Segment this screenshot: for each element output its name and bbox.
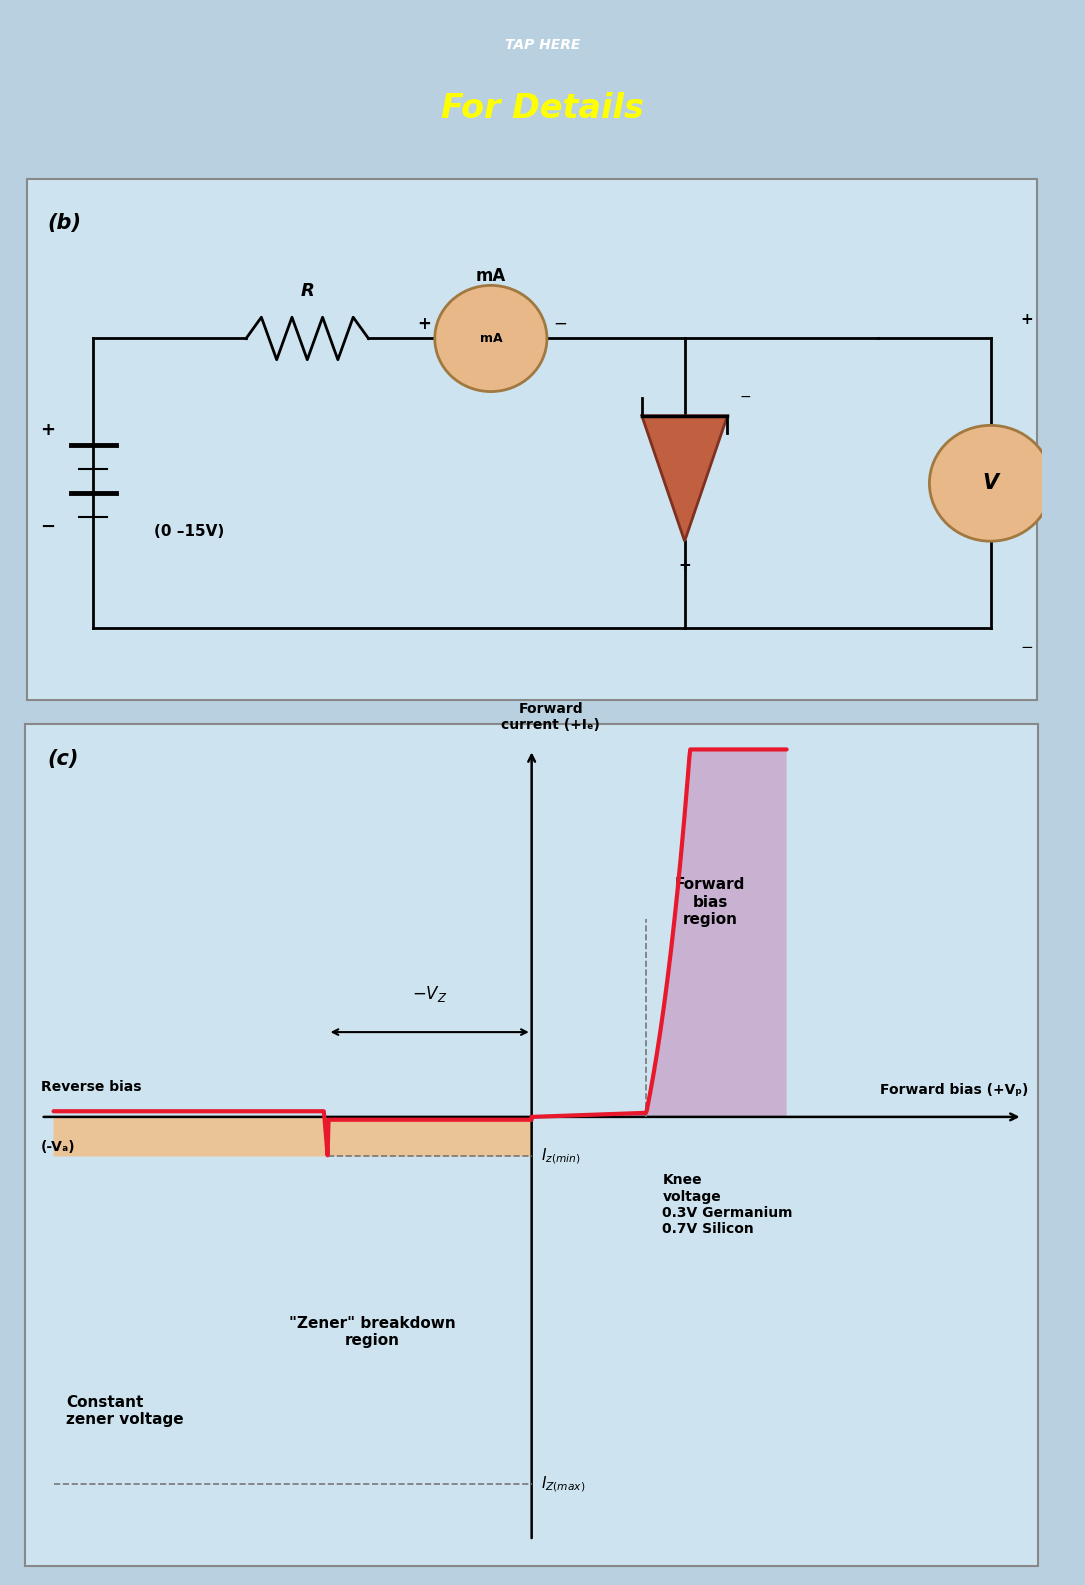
Text: +: +	[40, 422, 54, 439]
Text: Forward
current (+Iₑ): Forward current (+Iₑ)	[501, 702, 600, 732]
Text: TAP HERE: TAP HERE	[505, 38, 580, 52]
Text: V: V	[983, 474, 998, 493]
Text: Knee
voltage
0.3V Germanium
0.7V Silicon: Knee voltage 0.3V Germanium 0.7V Silicon	[662, 1173, 793, 1236]
Text: +: +	[1020, 312, 1033, 327]
Text: −: −	[1020, 640, 1033, 655]
Text: +: +	[678, 558, 691, 572]
FancyBboxPatch shape	[27, 179, 1036, 701]
Text: R: R	[301, 282, 315, 300]
Polygon shape	[532, 750, 787, 1117]
Text: For Details: For Details	[442, 92, 643, 125]
Text: "Zener" breakdown
region: "Zener" breakdown region	[289, 1316, 456, 1347]
Text: (0 –15V): (0 –15V)	[154, 525, 225, 539]
Text: Forward bias (+Vₚ): Forward bias (+Vₚ)	[880, 1083, 1029, 1097]
Text: −: −	[740, 390, 752, 404]
Text: −: −	[553, 315, 567, 333]
Text: (-Vₐ): (-Vₐ)	[41, 1140, 76, 1154]
Text: −: −	[40, 518, 54, 536]
Polygon shape	[53, 1117, 532, 1157]
Polygon shape	[642, 415, 727, 540]
Text: $I_{z(min)}$: $I_{z(min)}$	[541, 1146, 580, 1167]
Text: $-V_Z$: $-V_Z$	[412, 984, 447, 1003]
FancyBboxPatch shape	[25, 724, 1038, 1566]
Text: Reverse bias: Reverse bias	[41, 1081, 141, 1094]
Text: (c): (c)	[48, 750, 78, 769]
Text: Constant
zener voltage: Constant zener voltage	[66, 1395, 184, 1426]
Text: $I_{Z(max)}$: $I_{Z(max)}$	[541, 1474, 586, 1495]
Circle shape	[435, 285, 547, 391]
Circle shape	[930, 425, 1051, 540]
Text: (b): (b)	[48, 212, 81, 233]
Text: mA: mA	[480, 331, 502, 346]
Text: mA: mA	[475, 268, 506, 285]
Text: +: +	[418, 315, 432, 333]
Text: Forward
bias
region: Forward bias region	[675, 877, 745, 927]
